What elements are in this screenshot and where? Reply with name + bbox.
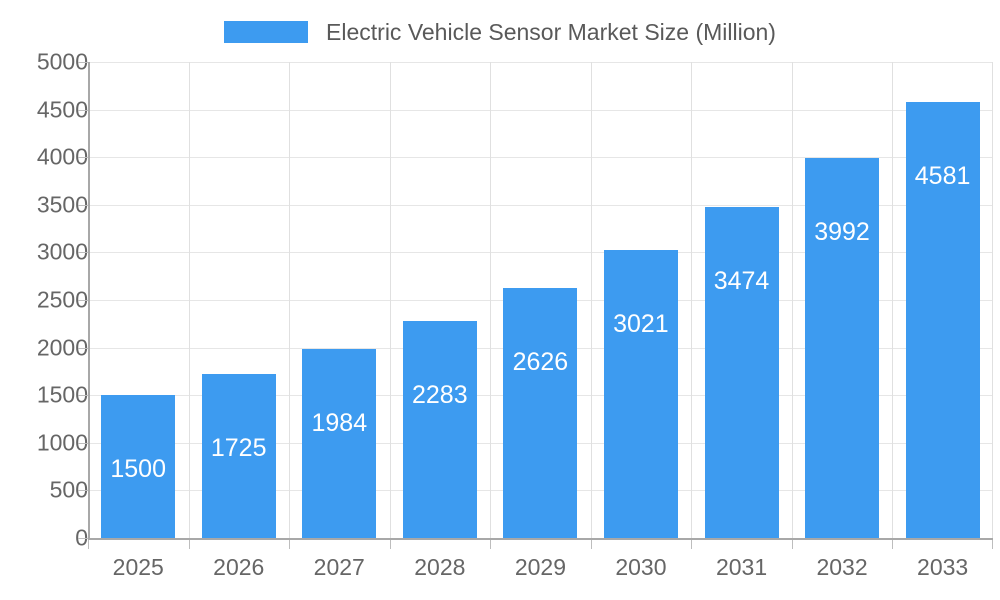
x-tick-label: 2026 xyxy=(213,554,265,580)
bar-value-label: 4581 xyxy=(914,161,971,190)
x-tick-mark xyxy=(88,540,89,549)
y-tick-label: 5000 xyxy=(36,48,88,75)
gridline-horizontal xyxy=(88,62,993,63)
x-tick-mark xyxy=(289,540,290,549)
bar-value-label: 3474 xyxy=(713,267,770,296)
y-tick-mark xyxy=(78,442,88,444)
bar-value-label: 1725 xyxy=(210,433,267,462)
y-tick-label: 3500 xyxy=(36,191,88,218)
gridline-vertical xyxy=(490,62,492,538)
gridline-vertical xyxy=(691,62,693,538)
x-tick-mark xyxy=(992,540,993,549)
plot-area: 1500 1725 1984 2283 2626 3021 3474 3992 … xyxy=(88,62,993,538)
x-tick-label: 2030 xyxy=(615,554,667,580)
gridline-vertical xyxy=(289,62,290,538)
gridline-vertical xyxy=(892,62,894,538)
x-tick-mark xyxy=(691,540,693,549)
y-tick-mark xyxy=(78,300,88,301)
gridline-vertical xyxy=(389,62,391,538)
legend-item-ev-sensor-market-size[interactable]: Electric Vehicle Sensor Market Size (Mil… xyxy=(224,18,776,45)
bar-2029[interactable] xyxy=(503,288,578,538)
gridline-horizontal xyxy=(88,109,993,111)
chart-legend: Electric Vehicle Sensor Market Size (Mil… xyxy=(0,14,1000,50)
y-tick-mark xyxy=(78,395,88,397)
y-tick-mark xyxy=(78,204,88,206)
y-tick-label: 4500 xyxy=(36,96,88,123)
y-tick-label: 2000 xyxy=(36,334,88,361)
bar-2033[interactable] xyxy=(905,101,980,538)
bar-2032[interactable] xyxy=(805,158,879,538)
gridline-vertical xyxy=(791,62,793,538)
gridline-horizontal xyxy=(88,252,993,254)
x-axis-line xyxy=(88,538,993,540)
y-tick-mark xyxy=(78,538,88,539)
x-tick-mark xyxy=(490,540,492,549)
x-tick-mark xyxy=(188,540,190,549)
bar-value-label: 2283 xyxy=(411,380,468,409)
gridline-vertical xyxy=(992,62,993,538)
x-tick-label: 2028 xyxy=(414,554,466,580)
gridline-horizontal xyxy=(88,204,993,206)
y-tick-label: 1500 xyxy=(36,381,88,408)
bar-value-label: 2626 xyxy=(512,348,569,376)
y-tick-mark xyxy=(78,347,88,349)
y-tick-label: 0 xyxy=(75,524,88,551)
x-tick-label: 2025 xyxy=(112,554,164,580)
x-tick-mark xyxy=(892,540,894,549)
y-tick-mark xyxy=(78,62,88,63)
bar-2026[interactable] xyxy=(201,373,276,538)
bar-value-label: 3992 xyxy=(814,218,870,246)
gridline-horizontal xyxy=(88,157,993,159)
y-tick-mark xyxy=(78,109,88,111)
y-tick-label: 1000 xyxy=(36,429,88,456)
y-axis-line xyxy=(88,62,90,539)
x-tick-label: 2029 xyxy=(514,554,567,580)
y-axis: 5000 4500 4000 3500 3000 2500 2000 1500 … xyxy=(0,0,88,600)
x-tick-label: 2027 xyxy=(313,554,365,580)
bar-value-label: 1500 xyxy=(110,455,166,484)
y-tick-label: 2500 xyxy=(36,286,88,313)
gridline-vertical xyxy=(590,62,592,538)
y-tick-mark xyxy=(78,490,88,492)
x-tick-label: 2033 xyxy=(917,554,969,580)
bar-2028[interactable] xyxy=(402,320,477,538)
bar-value-label: 1984 xyxy=(311,409,368,438)
bar-2025[interactable] xyxy=(101,395,176,538)
y-tick-label: 500 xyxy=(49,476,88,503)
x-tick-mark xyxy=(590,540,592,549)
bar-2030[interactable] xyxy=(603,250,678,538)
legend-label: Electric Vehicle Sensor Market Size (Mil… xyxy=(326,18,776,45)
bar-2027[interactable] xyxy=(302,349,377,538)
x-tick-label: 2031 xyxy=(715,554,768,580)
x-tick-mark xyxy=(389,540,391,549)
y-tick-label: 4000 xyxy=(36,143,88,170)
legend-color-swatch-icon xyxy=(224,21,309,43)
x-tick-label: 2032 xyxy=(816,554,868,580)
y-tick-mark xyxy=(78,252,88,254)
bar-value-label: 3021 xyxy=(613,310,669,339)
x-tick-mark xyxy=(791,540,793,549)
y-tick-label: 3000 xyxy=(36,238,88,265)
gridline-vertical xyxy=(188,62,190,538)
y-tick-mark xyxy=(78,157,88,159)
bar-2031[interactable] xyxy=(704,207,779,538)
